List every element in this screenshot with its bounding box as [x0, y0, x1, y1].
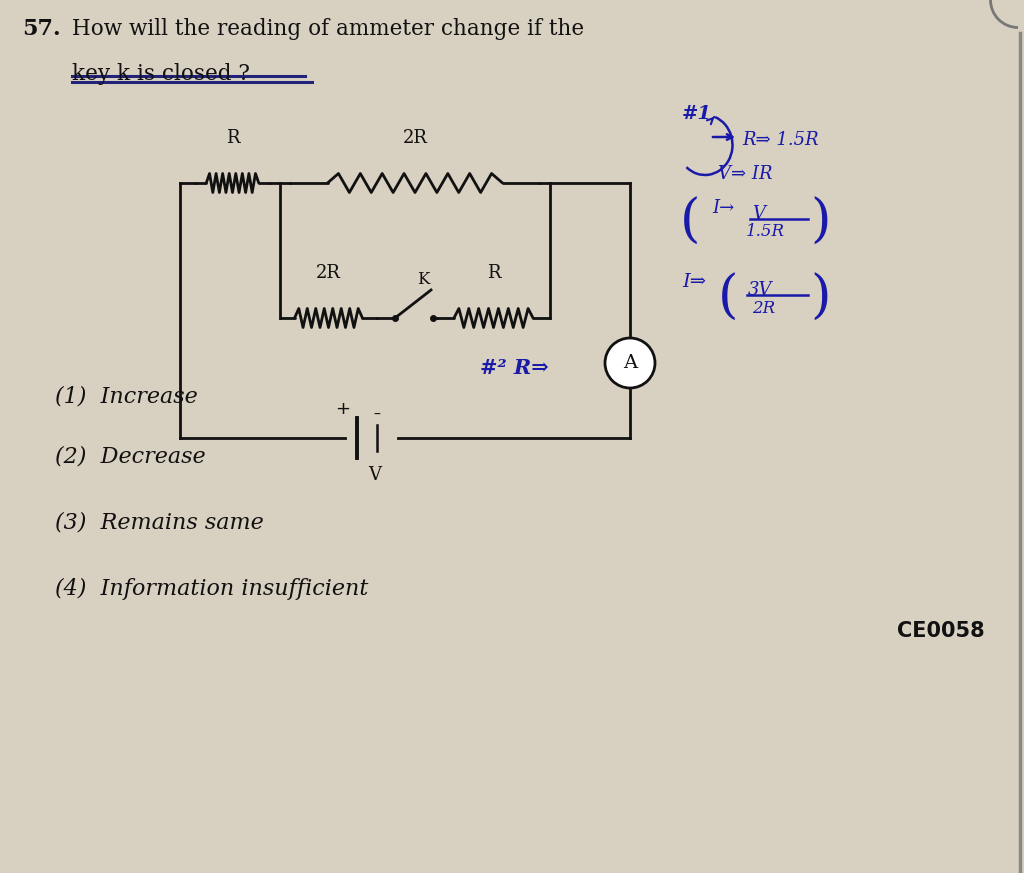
Text: K: K — [417, 271, 429, 288]
Text: 2R: 2R — [402, 129, 427, 147]
Text: I→: I→ — [712, 199, 734, 217]
Text: #² R⇒: #² R⇒ — [480, 358, 549, 378]
Text: R: R — [486, 264, 501, 282]
Text: ): ) — [810, 273, 830, 324]
Text: 3V: 3V — [748, 281, 772, 299]
Text: R: R — [225, 129, 240, 147]
Text: V: V — [752, 205, 765, 223]
Text: CE0058: CE0058 — [897, 621, 985, 641]
Text: A: A — [623, 354, 637, 372]
Text: –: – — [374, 408, 381, 422]
Text: #1: #1 — [682, 105, 712, 123]
Text: (2)  Decrease: (2) Decrease — [55, 445, 206, 467]
Text: +: + — [336, 400, 350, 418]
Text: (1)  Increase: (1) Increase — [55, 385, 198, 407]
Text: ): ) — [810, 197, 830, 248]
Text: (4)  Information insufficient: (4) Information insufficient — [55, 578, 369, 600]
Text: 2R: 2R — [316, 264, 341, 282]
Text: (: ( — [718, 273, 738, 324]
Text: 2R: 2R — [752, 300, 775, 317]
Text: (: ( — [680, 197, 700, 248]
Text: (3)  Remains same: (3) Remains same — [55, 511, 264, 533]
Text: 1.5R: 1.5R — [746, 223, 785, 240]
Text: R⇒ 1.5R: R⇒ 1.5R — [742, 131, 818, 149]
Text: I⇒: I⇒ — [682, 273, 707, 291]
Text: V: V — [369, 466, 382, 484]
Text: How will the reading of ammeter change if the: How will the reading of ammeter change i… — [72, 18, 584, 40]
Text: 57.: 57. — [22, 18, 60, 40]
Circle shape — [605, 338, 655, 388]
Text: key k is closed ?: key k is closed ? — [72, 63, 250, 85]
Text: V⇒ IR: V⇒ IR — [718, 165, 772, 183]
